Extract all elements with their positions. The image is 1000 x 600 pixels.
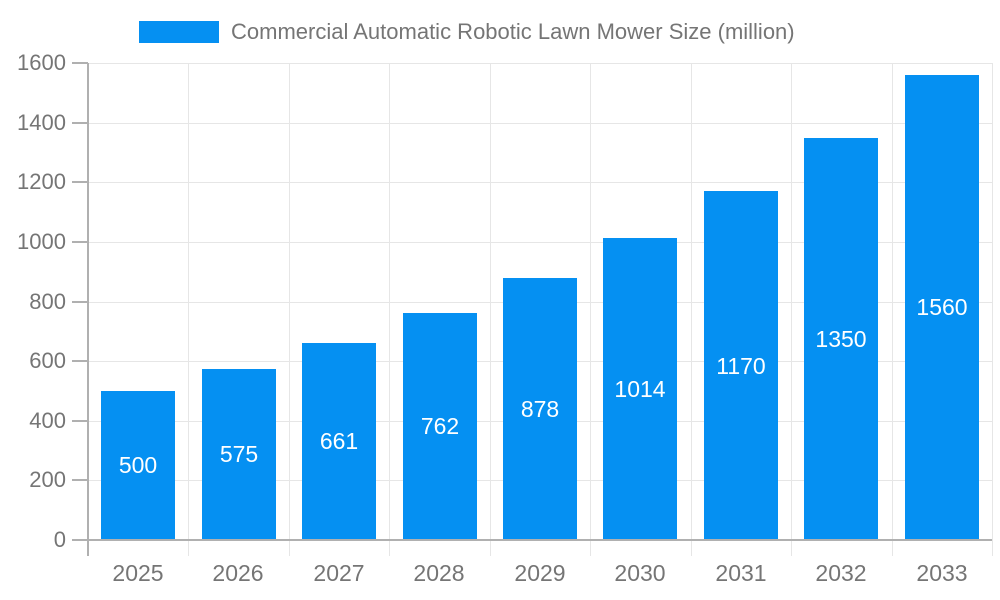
x-axis-tick-label: 2033 xyxy=(916,560,968,586)
gridline-vertical xyxy=(691,63,692,556)
bar-value-label: 1014 xyxy=(614,376,666,402)
gridline-vertical xyxy=(590,63,591,556)
gridline-vertical xyxy=(289,63,290,556)
gridline-horizontal xyxy=(88,182,992,183)
y-axis-tick-label: 0 xyxy=(53,527,66,552)
x-axis-tick-label: 2028 xyxy=(413,560,465,586)
bar xyxy=(101,391,175,540)
gridline-vertical xyxy=(188,63,189,556)
y-axis-tick-label: 600 xyxy=(29,348,66,373)
gridline-vertical xyxy=(992,63,993,556)
bar xyxy=(403,313,477,540)
y-axis-tick xyxy=(72,301,88,303)
bar-value-label: 575 xyxy=(219,441,259,467)
x-axis-line xyxy=(72,539,992,541)
x-axis-tick-label: 2025 xyxy=(112,560,164,586)
gridline-vertical xyxy=(892,63,893,556)
bar-value-label: 1560 xyxy=(916,294,968,320)
y-axis-tick xyxy=(72,122,88,124)
x-axis-tick-label: 2031 xyxy=(715,560,767,586)
y-axis-tick-label: 1200 xyxy=(17,169,66,194)
y-axis-tick xyxy=(72,360,88,362)
y-axis-tick-label: 200 xyxy=(29,467,66,492)
gridline-horizontal xyxy=(88,63,992,64)
y-axis-tick-label: 1600 xyxy=(17,50,66,75)
y-axis-tick xyxy=(72,181,88,183)
y-axis-line xyxy=(87,63,89,556)
x-axis-tick-label: 2027 xyxy=(313,560,365,586)
y-axis-tick xyxy=(72,479,88,481)
y-axis-tick xyxy=(72,420,88,422)
legend-swatch xyxy=(139,21,219,43)
bar xyxy=(704,191,778,540)
y-axis-tick-label: 800 xyxy=(29,289,66,314)
x-axis-tick-label: 2030 xyxy=(614,560,666,586)
y-axis-tick-label: 1000 xyxy=(17,229,66,254)
bar-value-label: 500 xyxy=(118,452,158,478)
bar xyxy=(804,138,878,540)
gridline-vertical xyxy=(389,63,390,556)
bar xyxy=(503,278,577,540)
gridline-horizontal xyxy=(88,123,992,124)
y-axis-tick-label: 1400 xyxy=(17,110,66,135)
y-axis-tick xyxy=(72,62,88,64)
legend-label: Commercial Automatic Robotic Lawn Mower … xyxy=(231,19,795,44)
y-axis-tick-label: 400 xyxy=(29,408,66,433)
bar xyxy=(905,75,979,540)
bar xyxy=(202,369,276,540)
gridline-vertical xyxy=(791,63,792,556)
bar-value-label: 762 xyxy=(420,413,460,439)
x-axis-tick-label: 2029 xyxy=(514,560,566,586)
y-axis-tick xyxy=(72,241,88,243)
gridline-vertical xyxy=(490,63,491,556)
bar-value-label: 1170 xyxy=(716,353,766,379)
bar-value-label: 1350 xyxy=(815,326,867,352)
x-axis-tick-label: 2032 xyxy=(815,560,867,586)
bar xyxy=(302,343,376,540)
bar xyxy=(603,238,677,540)
bar-value-label: 878 xyxy=(520,396,560,422)
x-axis-tick-label: 2026 xyxy=(212,560,264,586)
gridline-horizontal xyxy=(88,242,992,243)
bar-value-label: 661 xyxy=(319,428,359,454)
